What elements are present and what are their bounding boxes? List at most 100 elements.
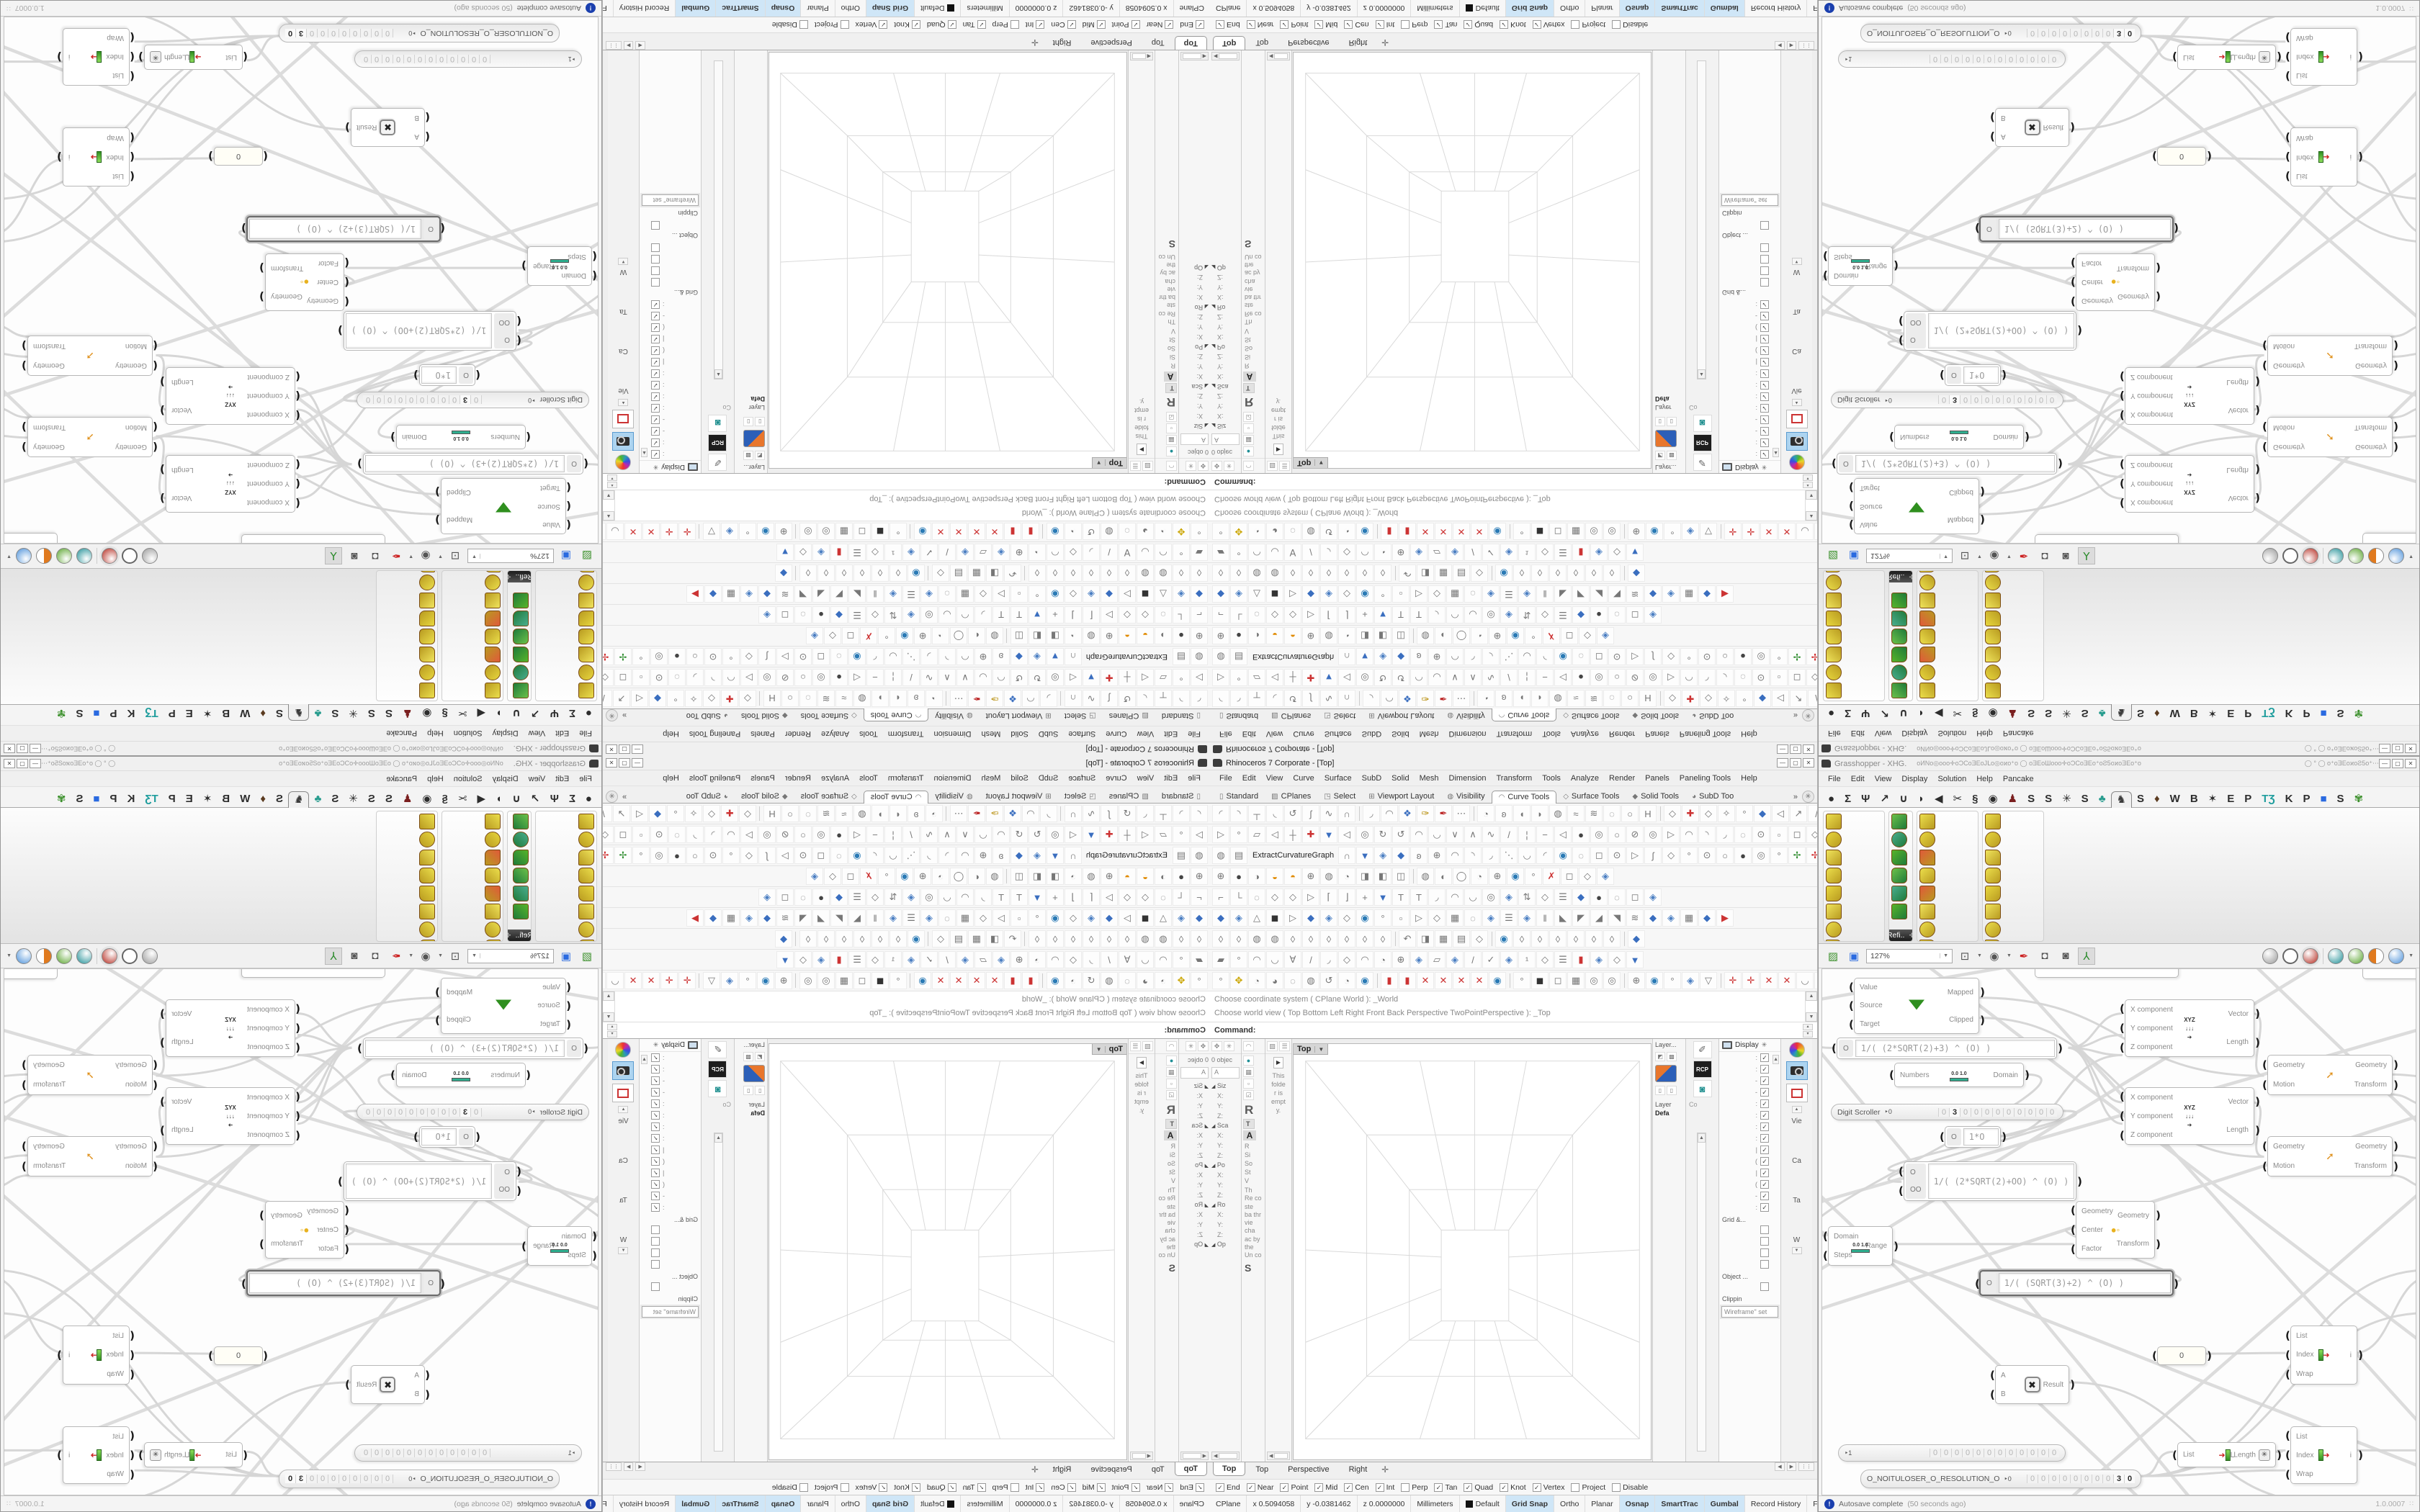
command-prompt-scroll[interactable]: ▴ ▾ (607, 474, 617, 489)
checkbox-unchecked-icon[interactable] (1760, 255, 1769, 264)
toolbar-icon[interactable]: ✕ (624, 523, 642, 540)
input-port-bracket[interactable]: ( (153, 1058, 158, 1071)
scroll-up-icon[interactable]: ▴ (1803, 1023, 1813, 1030)
toolbar-icon[interactable]: ☰ (902, 909, 920, 927)
output-port-bracket[interactable]: ) (1894, 259, 1899, 273)
slider-digit[interactable]: 0 (449, 395, 460, 405)
checkbox-checked-icon[interactable] (651, 335, 660, 343)
component-icon[interactable] (1826, 570, 1842, 572)
scroll-down-icon[interactable]: ▼ (603, 490, 614, 500)
menu-item-file[interactable]: File (579, 774, 592, 783)
toolbar-icon[interactable]: ° (1736, 805, 1753, 822)
toolbar-icon[interactable]: ◊ (1356, 930, 1373, 948)
toolbar-icon[interactable]: ⊕ (914, 627, 931, 644)
toolbar-icon[interactable]: ◇ (1536, 888, 1554, 906)
rcp-icon[interactable]: RCP (1693, 434, 1712, 451)
toolbar-icon[interactable]: ◊ (1191, 930, 1208, 948)
checker-icon[interactable]: ▩ (743, 1052, 753, 1061)
preview-sphere-0[interactable] (141, 548, 158, 564)
toolbar-icon[interactable]: ◈ (992, 951, 1010, 968)
component-icon[interactable] (1985, 570, 2001, 572)
osnap-end[interactable]: End (1216, 20, 1240, 30)
toolbar-icon[interactable]: ▷ (1662, 826, 1680, 843)
gh-tab-0[interactable]: ● (585, 793, 592, 805)
toolbar-tab-visibility[interactable]: ◍ Visibility (928, 709, 979, 721)
toolbar-icon[interactable]: ◎ (1356, 669, 1373, 686)
toolbar-icon[interactable]: ◌ (938, 909, 956, 927)
toolbar-icon[interactable]: T (1392, 888, 1410, 906)
toolbar-icon[interactable]: ◌ (1464, 909, 1482, 927)
component-icon[interactable] (578, 575, 594, 590)
toolbar-icon[interactable]: ⊕ (1489, 868, 1506, 885)
toolbar-icon[interactable]: ◝ (1230, 805, 1247, 822)
toolbar-icon[interactable]: ◇ (703, 690, 720, 707)
toolbar-icon[interactable]: ▦ (1435, 564, 1452, 582)
toolbar-icon[interactable]: ◔ (926, 805, 943, 822)
slider-digit[interactable]: 0 (426, 1449, 436, 1457)
gh-node-expr-b[interactable]: O 1*O() (413, 364, 480, 386)
toolbar-icon[interactable]: ⊕ (1010, 544, 1028, 561)
menu-item-file[interactable]: File (1219, 729, 1232, 739)
expression-button[interactable]: ✳ (2259, 51, 2270, 63)
minimize-button[interactable]: — (30, 744, 41, 753)
input-port-bracket[interactable]: ( (1990, 1368, 1995, 1382)
toolbar-icon[interactable]: ◇ (1338, 909, 1355, 927)
toolbar-icon[interactable]: ◇ (1338, 585, 1355, 603)
camera-panel-button[interactable] (1785, 432, 1808, 451)
gh-tab-7[interactable]: ✂ (457, 707, 467, 719)
osnap-int[interactable]: Int (1375, 20, 1394, 30)
slider-digit[interactable]: 0 (415, 55, 426, 63)
toolbar-icon[interactable]: ▮ (830, 951, 848, 968)
display-option-row[interactable] (1719, 1236, 1780, 1247)
toolbar-icon[interactable]: ° (739, 972, 756, 989)
gh-node-expr-d[interactable]: O 1/( (SQRT(3)+2) ^ (O) )() (241, 1270, 445, 1296)
toolbar-icon[interactable]: ◎ (1752, 847, 1770, 864)
expression-text[interactable]: 1*O (1963, 1128, 1999, 1146)
toolbar-icon[interactable]: ◠ (1381, 805, 1398, 822)
checkbox-checked-icon[interactable] (1344, 20, 1353, 30)
toolbar-icon[interactable]: ✑ (1417, 805, 1434, 822)
toolbar-icon[interactable]: ✓ (1482, 951, 1500, 968)
camera-b-icon[interactable]: ◙ (2062, 550, 2069, 562)
gh-tab-27[interactable]: ■ (93, 707, 100, 719)
toolbar-icon[interactable]: ◜ (1212, 805, 1229, 822)
toolbar-icon[interactable]: △ (1248, 909, 1265, 927)
menu-item-render[interactable]: Render (784, 773, 811, 783)
checkbox-checked-icon[interactable] (651, 1065, 660, 1074)
input-port-bracket[interactable]: ( (295, 1090, 300, 1104)
toolbar-icon[interactable]: ✚ (721, 690, 738, 707)
slider-digit[interactable]: 0 (2016, 55, 2027, 63)
gh-tab-15[interactable]: ♣ (314, 707, 322, 719)
scroll-down-icon[interactable]: ▾ (607, 1030, 617, 1038)
input-port-bracket[interactable]: ( (2285, 1349, 2290, 1362)
checkbox-checked-icon[interactable] (1434, 20, 1443, 30)
menu-item-view[interactable]: View (1265, 773, 1283, 783)
close-button[interactable]: ✕ (606, 758, 617, 768)
toolbar-icon[interactable]: ¹ (884, 544, 902, 561)
output-port-bracket[interactable]: ) (2358, 1349, 2363, 1362)
gear-icon[interactable]: ✳ (606, 791, 618, 803)
toolbar-icon[interactable]: ◇ (1700, 805, 1717, 822)
toolbar-icon[interactable]: ◆ (1302, 585, 1319, 603)
slider-digit[interactable]: 0 (2046, 395, 2057, 405)
gh-tab-11[interactable]: S (385, 707, 393, 719)
command-prompt[interactable]: Command: ▴ ▾ (603, 474, 1210, 490)
toolbar-icon[interactable]: ◆ (1572, 888, 1590, 906)
toolbar-icon[interactable]: ◇ (794, 544, 812, 561)
status-smarttrac[interactable]: SmartTrac (715, 0, 765, 17)
checkbox-checked-icon[interactable] (1760, 300, 1769, 309)
toolbar-icon[interactable]: ◈ (902, 606, 920, 624)
toolbar-icon[interactable]: ◊ (1230, 564, 1247, 582)
toolbar-icon[interactable]: ▼ (1046, 648, 1064, 665)
slider-digit[interactable]: 0 (372, 1475, 382, 1483)
gh-node-list-item-a[interactable]: List Index Wrap i ➜((() (2285, 127, 2363, 186)
toolbar-icon[interactable]: ◈ (1028, 648, 1046, 665)
dropdown-arrow-icon[interactable]: ▼ (1940, 554, 1948, 559)
calendar-icon[interactable]: ▦ (1243, 1067, 1254, 1077)
toolbar-icon[interactable]: ▼ (1374, 606, 1392, 624)
menu-item-edit[interactable]: Edit (1164, 773, 1178, 783)
preview-sphere-2[interactable] (101, 548, 117, 564)
input-port-bracket[interactable]: ( (295, 458, 300, 472)
component-icon[interactable] (1985, 575, 2001, 590)
toolbar-icon[interactable]: ○ (1608, 826, 1626, 843)
